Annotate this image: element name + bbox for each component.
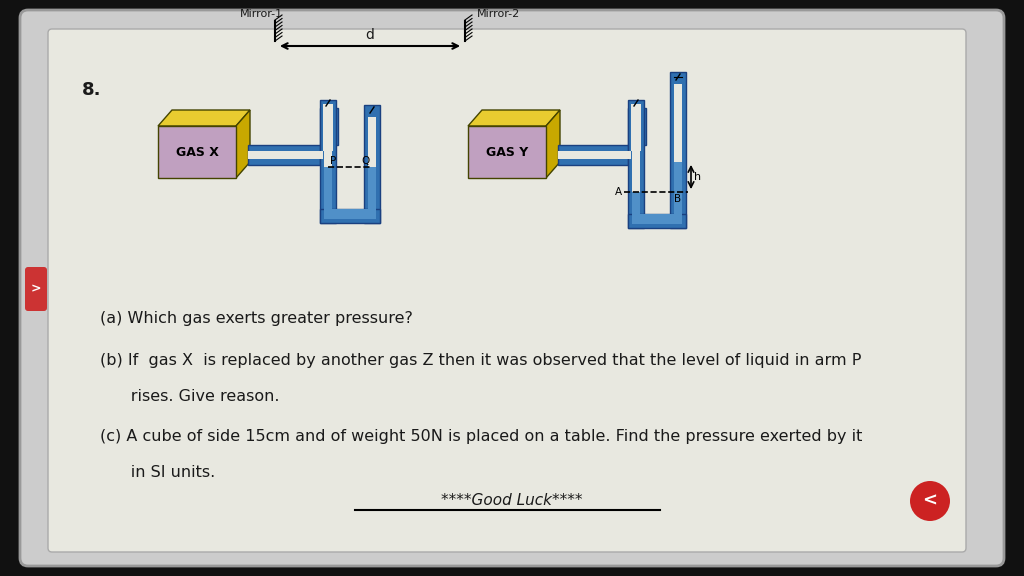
Text: GAS Y: GAS Y <box>485 146 528 158</box>
Bar <box>628 214 686 228</box>
Text: B: B <box>675 194 682 204</box>
Text: Q: Q <box>361 156 370 166</box>
Text: (b) If  gas X  is replaced by another gas Z then it was observed that the level : (b) If gas X is replaced by another gas … <box>100 353 861 368</box>
FancyBboxPatch shape <box>20 10 1004 566</box>
Polygon shape <box>248 104 333 158</box>
Polygon shape <box>558 104 641 158</box>
Polygon shape <box>558 108 646 165</box>
Bar <box>468 126 546 178</box>
Polygon shape <box>236 110 250 178</box>
Bar <box>324 112 332 209</box>
Polygon shape <box>248 108 338 165</box>
Text: 8.: 8. <box>82 81 101 99</box>
Bar <box>158 126 236 178</box>
Bar <box>632 214 682 224</box>
Bar <box>319 100 336 223</box>
Bar <box>670 72 686 228</box>
FancyBboxPatch shape <box>48 29 966 552</box>
Circle shape <box>910 481 950 521</box>
Text: Mirror-2: Mirror-2 <box>477 9 520 19</box>
Bar <box>632 192 640 214</box>
Bar <box>674 84 682 214</box>
Bar <box>628 100 644 228</box>
Bar <box>324 209 376 219</box>
FancyBboxPatch shape <box>25 267 47 311</box>
Text: h: h <box>694 172 701 182</box>
Bar <box>319 209 380 223</box>
Text: <: < <box>923 492 938 510</box>
Text: P: P <box>330 156 336 166</box>
Text: >: > <box>31 282 41 295</box>
Text: d: d <box>366 28 375 42</box>
Text: GAS X: GAS X <box>175 146 218 158</box>
Polygon shape <box>546 110 560 178</box>
Bar <box>368 167 376 209</box>
Text: ****Good Luck****: ****Good Luck**** <box>441 493 583 508</box>
Text: Mirror-1: Mirror-1 <box>240 9 283 19</box>
Polygon shape <box>158 110 250 126</box>
Text: (a) Which gas exerts greater pressure?: (a) Which gas exerts greater pressure? <box>100 311 413 326</box>
Text: A: A <box>614 187 622 197</box>
Bar <box>324 209 376 219</box>
Bar <box>324 167 332 209</box>
Bar <box>674 162 682 214</box>
Bar <box>632 112 640 214</box>
Bar <box>368 117 376 209</box>
Text: in SI units.: in SI units. <box>100 465 215 480</box>
Polygon shape <box>468 110 560 126</box>
Bar <box>632 214 682 224</box>
Text: rises. Give reason.: rises. Give reason. <box>100 389 280 404</box>
Text: (c) A cube of side 15cm and of weight 50N is placed on a table. Find the pressur: (c) A cube of side 15cm and of weight 50… <box>100 429 862 444</box>
Bar <box>364 105 380 223</box>
